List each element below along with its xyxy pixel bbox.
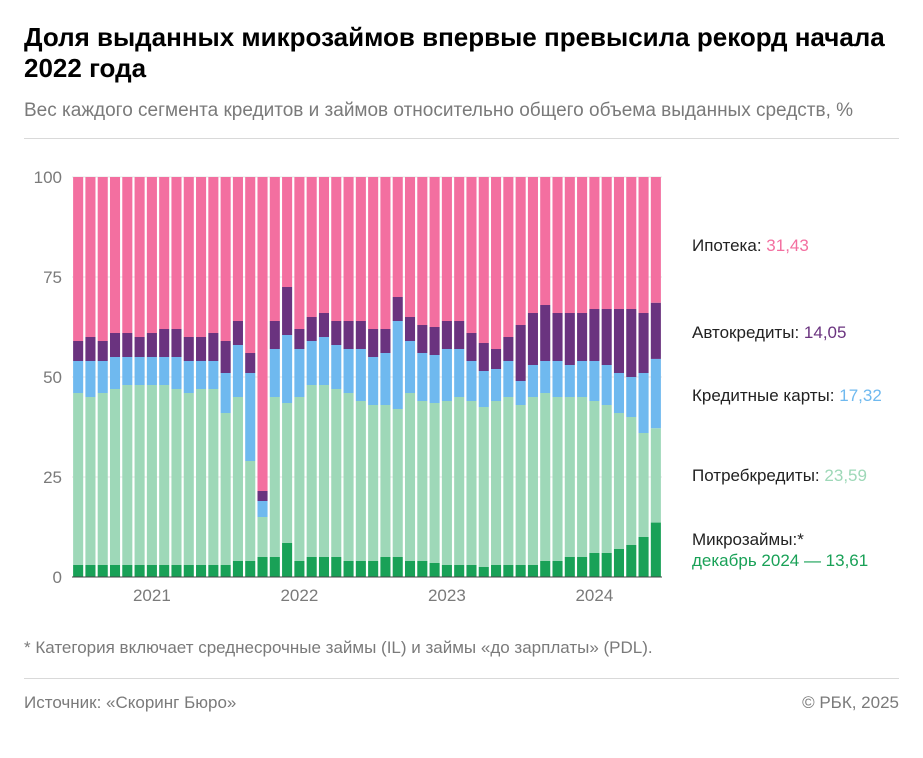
svg-text:2022: 2022 <box>280 586 318 605</box>
divider <box>24 138 899 139</box>
legend-value: 31,43 <box>766 236 809 255</box>
legend-value: 23,59 <box>824 466 867 485</box>
legend-label: Кредитные карты: <box>692 386 835 405</box>
svg-text:2023: 2023 <box>428 586 466 605</box>
svg-text:2024: 2024 <box>575 586 613 605</box>
legend-mortgage: Ипотека: 31,43 <box>692 235 809 256</box>
legend-value: 14,05 <box>804 323 847 342</box>
legend-label: Микрозаймы:* <box>692 530 804 549</box>
legend-consumer: Потребкредиты: 23,59 <box>692 465 867 486</box>
footnote: * Категория включает среднесрочные займы… <box>24 638 899 658</box>
chart-area: 0 25 50 75 100 2021 2022 2023 2024 Ипотека: 31,4… <box>24 167 899 622</box>
svg-text:75: 75 <box>43 268 62 287</box>
copyright-text: © РБК, 2025 <box>802 693 899 713</box>
legend-cards: Кредитные карты: 17,32 <box>692 385 882 406</box>
svg-text:100: 100 <box>34 168 62 187</box>
legend-micro: Микрозаймы:* декабрь 2024 — 13,61 <box>692 529 868 572</box>
svg-text:50: 50 <box>43 368 62 387</box>
legend-label: Автокредиты: <box>692 323 799 342</box>
legend-label: Ипотека: <box>692 236 762 255</box>
legend-value: 17,32 <box>839 386 882 405</box>
legend-auto: Автокредиты: 14,05 <box>692 322 846 343</box>
divider <box>24 678 899 679</box>
svg-text:0: 0 <box>53 568 62 587</box>
svg-text:25: 25 <box>43 468 62 487</box>
chart-title: Доля выданных микрозаймов впервые превыс… <box>24 22 899 84</box>
chart-svg-holder: 0 25 50 75 100 2021 2022 2023 2024 <box>24 167 674 622</box>
source-text: Источник: «Скоринг Бюро» <box>24 693 236 713</box>
stacked-bar-chart: 0 25 50 75 100 2021 2022 2023 2024 <box>24 167 674 617</box>
legend-label: Потребкредиты: <box>692 466 820 485</box>
chart-subtitle: Вес каждого сегмента кредитов и займов о… <box>24 98 899 124</box>
legend-sub: декабрь 2024 — 13,61 <box>692 550 868 571</box>
legend: Ипотека: 31,43 Автокредиты: 14,05 Кредит… <box>674 167 899 617</box>
svg-text:2021: 2021 <box>133 586 171 605</box>
